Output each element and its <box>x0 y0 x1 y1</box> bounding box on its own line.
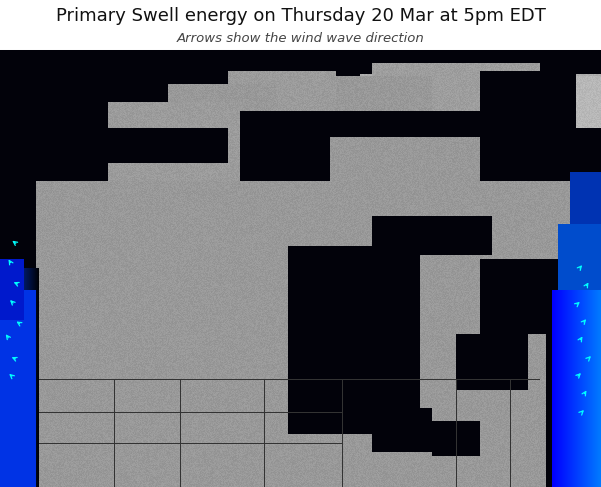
Text: Primary Swell energy on Thursday 20 Mar at 5pm EDT: Primary Swell energy on Thursday 20 Mar … <box>55 7 546 25</box>
Text: Arrows show the wind wave direction: Arrows show the wind wave direction <box>177 33 424 45</box>
